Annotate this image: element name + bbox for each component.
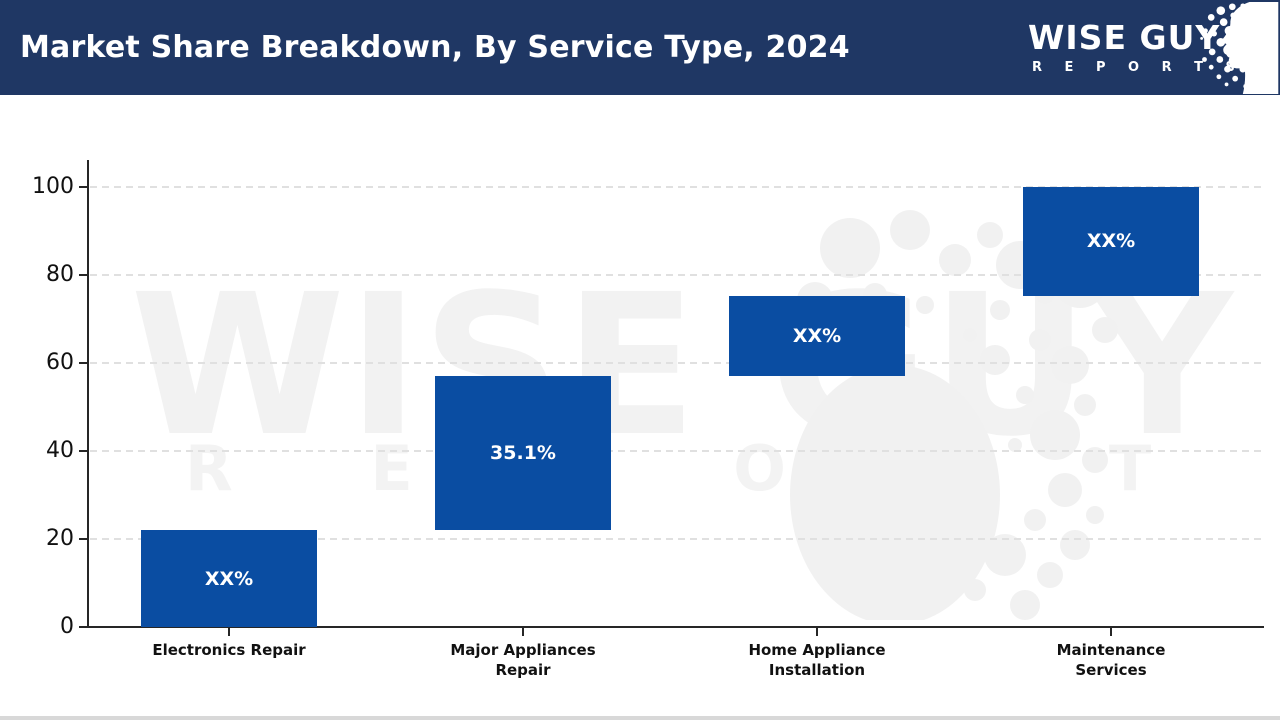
y-axis-line [87,160,89,628]
x-category-label-line: Installation [768,661,866,679]
bar-segment: XX% [141,530,317,627]
x-category-label-line: Maintenance [1056,641,1166,659]
y-tick-mark-20 [79,538,87,540]
bar-value-label: XX% [1086,230,1136,253]
x-tick-mark [816,628,818,636]
bar-value-label: 35.1% [490,441,556,464]
x-category-label-line: Major Appliances [450,641,596,659]
x-category-label-line: Electronics Repair [152,641,306,659]
y-tick-mark-60 [79,362,87,364]
chart-title: Market Share Breakdown, By Service Type,… [20,30,850,65]
y-tick-mark-0 [79,626,87,628]
y-tick-mark-80 [79,274,87,276]
x-category-label-line: Services [1075,661,1147,679]
y-tick-label: 40 [46,438,74,463]
y-tick-label: 20 [46,526,74,551]
x-category-label: Electronics Repair [79,640,379,660]
x-tick-mark [228,628,230,636]
x-category-label-line: Home Appliance [748,641,886,659]
x-category-label: Home Appliance Installation [667,640,967,680]
y-tick-mark-40 [79,450,87,452]
x-category-label-line: Repair [495,661,551,679]
wiseguy-logo: WISE GUY R E P O R T S [1020,0,1280,95]
logo-subtext: R E P O R T S [1032,60,1244,75]
y-tick-mark-100 [79,186,87,188]
footer-strip [0,716,1280,720]
gridline-100 [90,186,1264,188]
logo-wordmark: WISE GUY [1028,18,1221,57]
x-category-label: Maintenance Services [961,640,1261,680]
bar-segment: 35.1% [435,375,611,531]
x-tick-mark [1110,628,1112,636]
x-axis-line [87,626,1264,628]
header-bar: Market Share Breakdown, By Service Type,… [0,0,1280,95]
y-tick-label: 100 [32,174,74,199]
bar-value-label: XX% [204,567,254,590]
bar-segment: XX% [1023,187,1199,296]
gridline-20 [90,538,1264,540]
gridline-60 [90,362,1264,364]
gridline-40 [90,450,1264,452]
bar-value-label: XX% [792,324,842,347]
gridline-80 [90,274,1264,276]
x-category-label: Major Appliances Repair [373,640,673,680]
bar-segment: XX% [729,295,905,376]
y-tick-label: 0 [60,614,74,639]
x-tick-mark [522,628,524,636]
y-tick-label: 80 [46,262,74,287]
y-tick-label: 60 [46,350,74,375]
logo-face-icon [1200,2,1279,94]
